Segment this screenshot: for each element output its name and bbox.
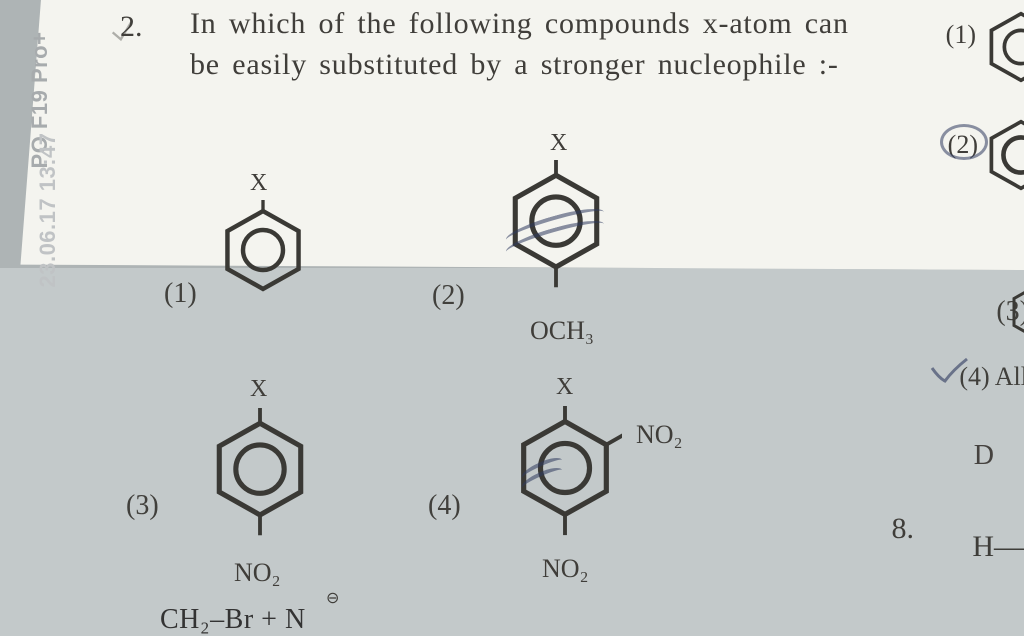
right-benzene-3	[1008, 282, 1024, 342]
right-column-stub: (1) (2) (3) (4) All D H—	[934, 0, 1024, 636]
opt2-subst-bottom: OCH₃	[530, 316, 594, 346]
bottom-cutoff-text: CH₂–Br + N	[160, 604, 306, 636]
opt4-subst-bottom: NO₂	[542, 554, 589, 584]
q8-label: 8.	[892, 512, 915, 546]
device-watermark: PO F19 Pro+	[0, 50, 190, 150]
right-letter-h: H—	[972, 530, 1024, 564]
opt4-subst-top: X	[556, 374, 573, 401]
right-benzene-1	[984, 10, 1024, 84]
opt1-label: (1)	[164, 278, 197, 310]
ink-check-r4	[929, 356, 969, 386]
opt1-benzene	[218, 200, 308, 300]
watermark-line2: 23.06.17 13:47	[35, 132, 61, 287]
right-opt1-label: (1)	[946, 20, 976, 50]
opt2-subst-top: X	[550, 130, 567, 157]
right-opt4-label: (4) All	[959, 362, 1024, 392]
right-benzene-2	[984, 118, 1024, 192]
device-watermark-time: 23.06.17 13:47	[0, 160, 198, 260]
opt2-label: (2)	[432, 280, 465, 312]
question-text: In which of the following compounds x-at…	[190, 4, 850, 85]
opt3-subst-bottom: NO₂	[234, 558, 281, 588]
page-root: PO F19 Pro+ 23.06.17 13:47 2. In which o…	[0, 0, 1024, 636]
ink-circle-r2	[940, 124, 988, 160]
right-letter-d: D	[974, 440, 994, 472]
theta-charge: ⊖	[326, 588, 339, 608]
opt3-benzene	[206, 408, 314, 548]
opt4-subst-ortho: NO₂	[636, 420, 683, 450]
question-number: 2.	[120, 10, 143, 44]
opt1-subst-top: X	[250, 170, 267, 197]
opt3-subst-top: X	[250, 376, 267, 403]
opt3-label: (3)	[126, 490, 159, 522]
opt4-label: (4)	[428, 490, 461, 522]
